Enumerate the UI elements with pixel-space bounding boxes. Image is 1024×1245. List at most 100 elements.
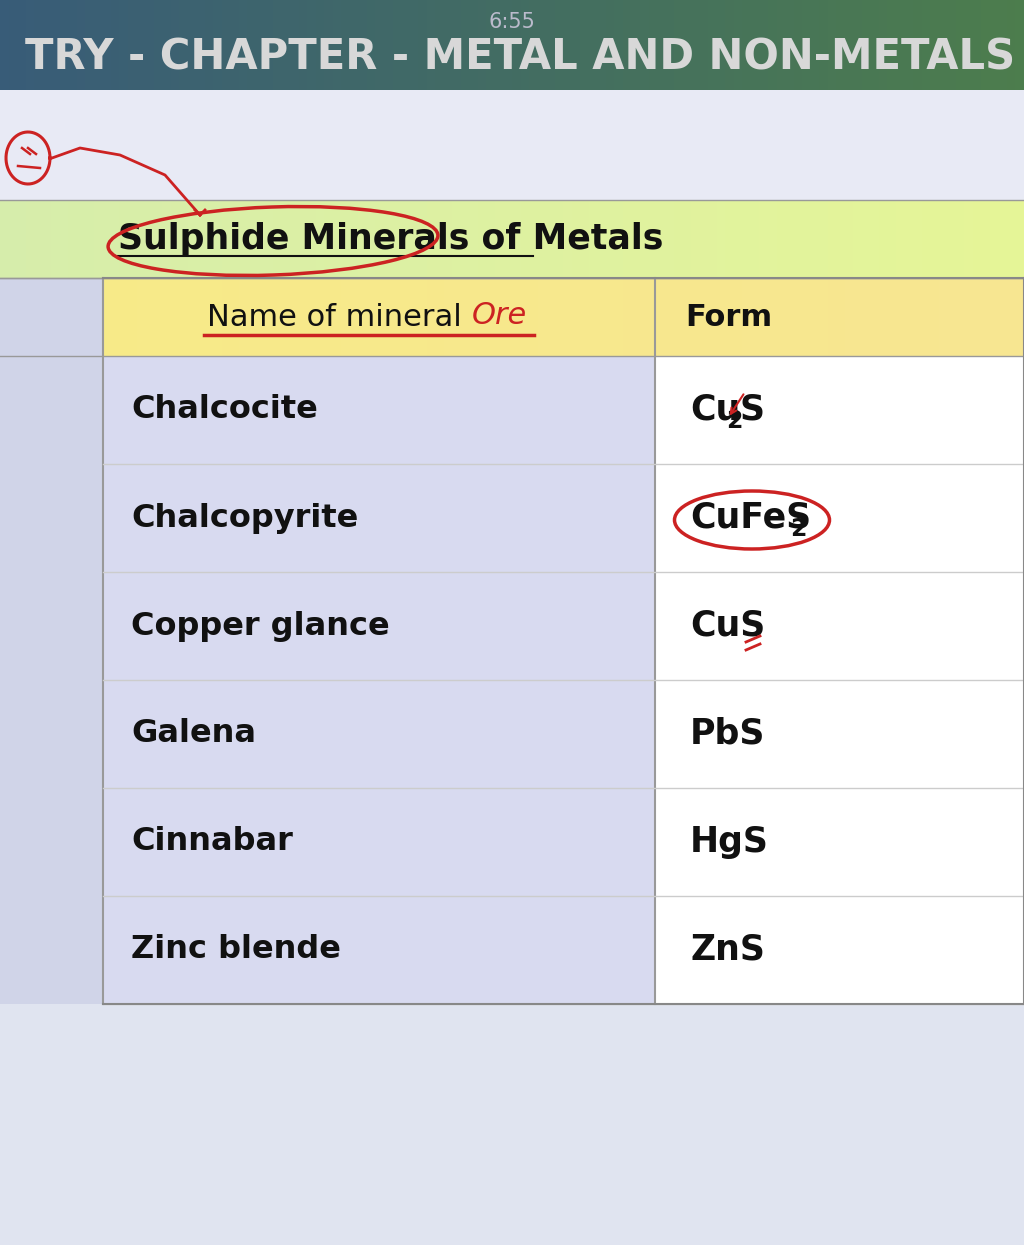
Bar [614, 278, 625, 356]
Bar [103, 680, 655, 788]
Text: Ore: Ore [471, 300, 526, 330]
Bar [939, 278, 949, 356]
Bar [495, 200, 506, 278]
Bar [222, 278, 232, 356]
Bar [128, 200, 138, 278]
Bar [520, 200, 531, 278]
Bar [904, 278, 915, 356]
Bar [546, 200, 557, 278]
Bar [77, 278, 87, 356]
Bar [862, 200, 872, 278]
Bar [435, 278, 445, 356]
Bar [333, 278, 343, 356]
Bar [965, 278, 975, 356]
Bar [888, 0, 898, 90]
Bar [947, 200, 957, 278]
Bar [827, 0, 839, 90]
Bar [538, 200, 548, 278]
Bar [85, 0, 96, 90]
Bar [69, 0, 79, 90]
Text: PbS: PbS [690, 717, 765, 751]
Bar [853, 0, 864, 90]
Bar [94, 200, 104, 278]
Bar [51, 200, 61, 278]
Bar [213, 0, 224, 90]
Bar [171, 200, 181, 278]
Bar [154, 200, 164, 278]
Bar [913, 278, 924, 356]
Bar [742, 0, 753, 90]
Text: 2: 2 [790, 517, 806, 542]
Bar [136, 200, 147, 278]
Bar [930, 278, 941, 356]
Bar [469, 278, 480, 356]
Bar [51, 278, 61, 356]
Text: Zinc blende: Zinc blende [131, 935, 341, 966]
Bar [315, 200, 327, 278]
Bar [59, 278, 71, 356]
Bar [973, 200, 983, 278]
Bar [325, 0, 335, 90]
Bar [555, 278, 565, 356]
Bar [111, 278, 122, 356]
Bar [103, 896, 655, 1003]
Bar [896, 278, 906, 356]
Bar [504, 200, 514, 278]
Bar [981, 200, 992, 278]
Bar [358, 278, 369, 356]
Bar [8, 200, 19, 278]
Bar [683, 278, 693, 356]
Bar [478, 0, 488, 90]
Bar [103, 571, 655, 680]
Bar [85, 278, 96, 356]
Bar [655, 896, 1024, 1003]
Bar [0, 200, 10, 278]
Bar [103, 788, 655, 896]
Bar [230, 278, 241, 356]
Bar [34, 0, 45, 90]
Bar [776, 0, 787, 90]
Bar [802, 0, 813, 90]
Bar [768, 200, 778, 278]
Bar [69, 278, 79, 356]
Bar [1007, 0, 1018, 90]
Text: S: S [740, 393, 765, 427]
Bar [453, 278, 463, 356]
Bar [862, 278, 872, 356]
Bar [563, 278, 573, 356]
Bar [290, 200, 301, 278]
Bar [256, 200, 266, 278]
Bar [768, 0, 778, 90]
Bar [94, 0, 104, 90]
Bar [43, 200, 53, 278]
Bar [187, 200, 199, 278]
Bar [102, 200, 113, 278]
Bar [529, 278, 540, 356]
Bar [623, 278, 634, 356]
Bar [947, 0, 957, 90]
Bar [34, 200, 45, 278]
Bar [597, 278, 608, 356]
Bar [384, 200, 394, 278]
Bar [367, 0, 378, 90]
Bar [973, 278, 983, 356]
Bar [640, 0, 650, 90]
Bar [162, 278, 173, 356]
Bar [657, 278, 668, 356]
Bar [290, 0, 301, 90]
Bar [478, 278, 488, 356]
Bar [222, 0, 232, 90]
Bar [939, 0, 949, 90]
Bar [495, 278, 506, 356]
Bar [197, 200, 207, 278]
Bar [785, 278, 796, 356]
Bar [179, 278, 189, 356]
Bar [256, 278, 266, 356]
Bar [325, 200, 335, 278]
Bar [315, 0, 327, 90]
Bar [120, 0, 130, 90]
Bar [657, 0, 668, 90]
Bar [273, 278, 284, 356]
Bar [307, 278, 317, 356]
Bar [973, 0, 983, 90]
